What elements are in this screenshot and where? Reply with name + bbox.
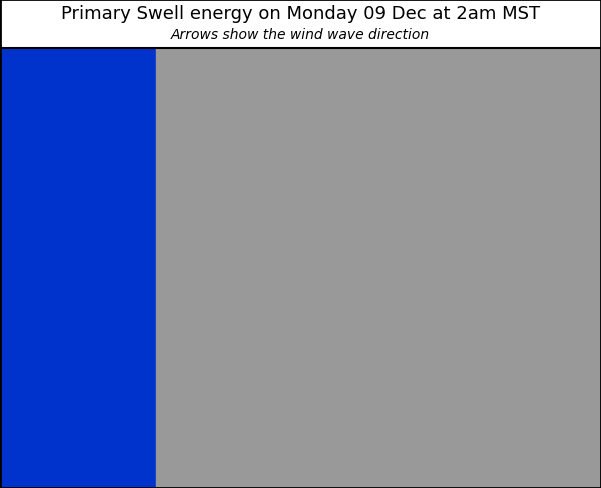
Text: Primary Swell energy on Monday 09 Dec at 2am MST: Primary Swell energy on Monday 09 Dec at… [61, 5, 540, 22]
Text: Arrows show the wind wave direction: Arrows show the wind wave direction [171, 28, 430, 42]
Polygon shape [0, 49, 156, 488]
Polygon shape [156, 49, 601, 488]
